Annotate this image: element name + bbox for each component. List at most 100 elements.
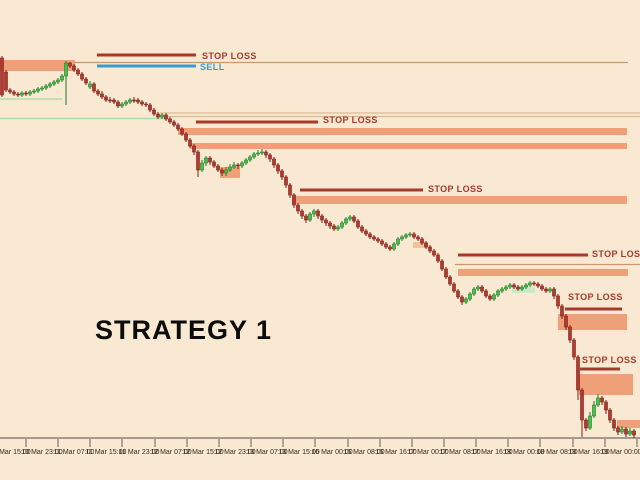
candle-body [520,286,524,290]
order-zone[interactable] [220,167,240,178]
candle-body [240,162,244,167]
candle [180,127,184,136]
candle-body [552,288,556,297]
candle [448,275,452,286]
candle-body [80,73,84,80]
candle [312,209,316,217]
candle-body [0,57,4,96]
order-zone[interactable] [413,242,428,248]
x-axis-label: 16 Mar 16:00 [375,449,417,456]
candle-body [172,121,176,126]
candle [100,91,104,99]
candle [624,427,628,437]
candle [68,62,72,68]
candle-body [560,305,564,317]
candle [248,155,252,162]
stop-loss-label[interactable]: STOP LOSS [202,51,257,61]
candle-body [308,213,312,221]
order-zone[interactable] [190,143,627,149]
candle [616,426,620,435]
candle [584,418,588,431]
sell-label[interactable]: SELL [200,62,225,72]
order-zone[interactable] [0,60,75,71]
candle-body [304,215,308,221]
candle-body [216,165,220,171]
candle [380,239,384,246]
candle-body [12,91,16,95]
candle-body [404,234,408,238]
candle-body [380,240,384,245]
order-zone[interactable] [579,374,633,395]
candlestick-series [0,56,636,438]
stop-loss-label[interactable]: STOP LOSS [428,184,483,194]
candle [208,156,212,165]
strategy-watermark: STRATEGY 1 [95,315,273,345]
candle-body [336,226,340,230]
candle-body [204,157,208,164]
candle [264,150,268,158]
candle-body [92,83,96,92]
candle-body [588,415,592,429]
candle-body [500,288,504,292]
candle [32,89,36,94]
candle-body [448,276,452,285]
stop-loss-label[interactable]: STOP LOSS [323,115,378,125]
x-axis-label: 11 Mar 15:00 [85,449,127,456]
candle [416,235,420,241]
candle-body [412,233,416,238]
candle [40,86,44,91]
candle [304,214,308,223]
candle-body [320,215,324,221]
candle-body [476,286,480,290]
candle-body [28,91,32,95]
candle-body [532,282,536,285]
candle [364,229,368,236]
candle [520,285,524,291]
candle [332,224,336,231]
candle [28,90,32,96]
candle [236,163,240,169]
order-zone[interactable] [558,314,627,330]
order-zone[interactable] [512,287,535,293]
candle-body [156,113,160,118]
candle [460,295,464,305]
stop-loss-label[interactable]: STOP LOSS [568,292,623,302]
candle [504,285,508,291]
stop-loss-label[interactable]: STOP LOSS [582,355,637,365]
order-zone[interactable] [178,128,627,135]
candle-body [484,290,488,297]
candle-body [256,152,260,155]
candle-body [200,162,204,171]
candle [104,95,108,102]
candle [592,401,596,418]
candle [120,102,124,108]
candle [164,113,168,121]
candle-body [252,153,256,158]
candle-body [188,139,192,147]
candle [232,162,236,169]
candle [328,221,332,229]
order-zone[interactable] [292,196,627,204]
candle [580,388,584,437]
candle [96,89,100,96]
candle-body [232,164,236,168]
candle-body [544,288,548,292]
candle-body [244,159,248,164]
stop-loss-label[interactable]: STOP LOSS [592,249,640,259]
candle [84,77,88,85]
candle [176,123,180,131]
trade-lines [97,53,622,371]
order-zone[interactable] [458,269,628,276]
candle [524,283,528,289]
candle-body [384,243,388,248]
candle [500,287,504,293]
candle [292,193,296,208]
candle [608,408,612,423]
candle [144,102,148,107]
order-zone[interactable] [617,420,640,428]
candle-body [408,233,412,236]
candle-body [592,404,596,417]
candle-body [572,339,576,358]
candle-body [208,157,212,163]
